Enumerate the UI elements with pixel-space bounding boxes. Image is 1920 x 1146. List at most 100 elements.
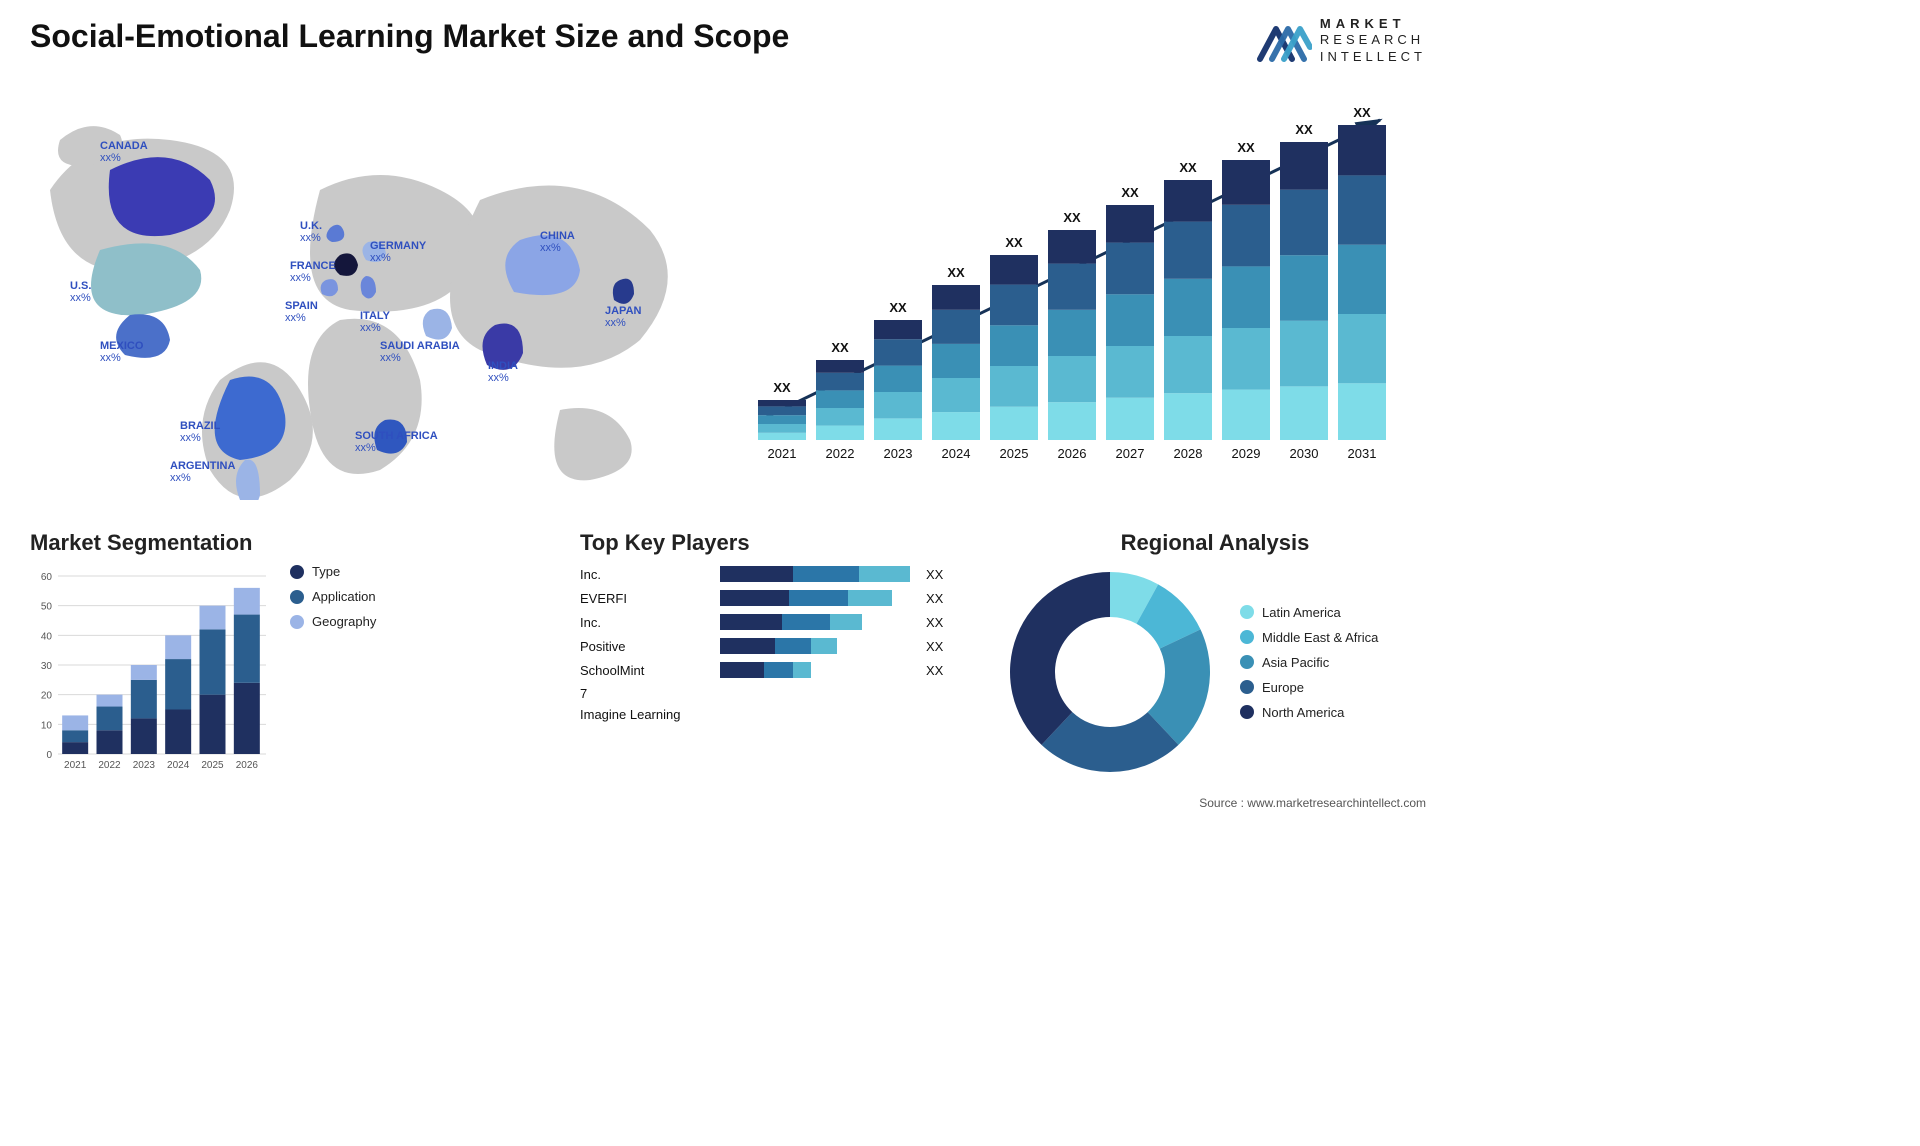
svg-text:2026: 2026 — [236, 760, 259, 771]
seg-legend-item: Geography — [290, 614, 376, 629]
seg-legend-item: Type — [290, 564, 376, 579]
map-label-india: INDIAxx% — [488, 360, 518, 384]
map-label-argentina: ARGENTINAxx% — [170, 460, 235, 484]
svg-text:2022: 2022 — [98, 760, 121, 771]
svg-text:2025: 2025 — [1000, 446, 1029, 461]
svg-text:2029: 2029 — [1232, 446, 1261, 461]
svg-text:20: 20 — [41, 691, 53, 702]
growth-chart-svg: XX 2021 XX 2022 XX 2023 XX 2024 XX 2025 XX 2026 XX 20… — [740, 100, 1400, 470]
region-legend-item: North America — [1240, 705, 1378, 720]
segmentation-chart: 0 10 20 30 40 50 60 2021 2022 2023 2024 2025 2026 — [30, 564, 270, 774]
map-label-canada: CANADAxx% — [100, 140, 148, 164]
key-players-list: Inc.XXEVERFIXXInc.XXPositiveXXSchoolMint… — [580, 566, 980, 722]
svg-text:XX: XX — [773, 380, 791, 395]
map-label-japan: JAPANxx% — [605, 305, 641, 329]
seg-legend-item: Application — [290, 589, 376, 604]
logo-line2: RESEARCH — [1320, 32, 1426, 48]
logo-line1: MARKET — [1320, 16, 1426, 32]
map-label-spain: SPAINxx% — [285, 300, 318, 324]
region-legend-item: Europe — [1240, 680, 1378, 695]
player-row: Positive XX — [580, 638, 980, 654]
svg-text:XX: XX — [831, 340, 849, 355]
player-name: Inc. — [580, 567, 710, 582]
player-row: SchoolMint XX — [580, 662, 980, 678]
region-legend-item: Middle East & Africa — [1240, 630, 1378, 645]
svg-text:2030: 2030 — [1290, 446, 1319, 461]
map-label-italy: ITALYxx% — [360, 310, 390, 334]
map-label-southafrica: SOUTH AFRICAxx% — [355, 430, 438, 454]
svg-text:30: 30 — [41, 661, 53, 672]
player-value: XX — [926, 591, 943, 606]
svg-text:XX: XX — [1295, 122, 1313, 137]
svg-text:XX: XX — [1179, 160, 1197, 175]
svg-text:2024: 2024 — [167, 760, 190, 771]
market-growth-chart: XX 2021 XX 2022 XX 2023 XX 2024 XX 2025 XX 2026 XX 20… — [740, 100, 1400, 470]
svg-text:2027: 2027 — [1116, 446, 1145, 461]
regional-analysis-section: Regional Analysis Latin America Middle Ea… — [1000, 530, 1430, 790]
player-bar — [720, 614, 910, 630]
player-bar — [720, 590, 910, 606]
svg-text:40: 40 — [41, 631, 53, 642]
page-title: Social-Emotional Learning Market Size an… — [30, 18, 789, 55]
svg-text:50: 50 — [41, 602, 53, 613]
svg-text:60: 60 — [41, 572, 53, 583]
player-name: Imagine Learning — [580, 707, 710, 722]
svg-text:2025: 2025 — [201, 760, 224, 771]
player-bar — [720, 638, 910, 654]
brand-logo: MARKET RESEARCH INTELLECT — [1256, 16, 1426, 65]
player-name: Positive — [580, 639, 710, 654]
svg-text:2024: 2024 — [942, 446, 971, 461]
segmentation-legend: Type Application Geography — [290, 564, 376, 639]
svg-text:XX: XX — [889, 300, 907, 315]
svg-text:XX: XX — [1237, 140, 1255, 155]
key-players-title: Top Key Players — [580, 530, 980, 556]
svg-text:XX: XX — [1121, 185, 1139, 200]
player-value: XX — [926, 615, 943, 630]
player-bar — [720, 566, 910, 582]
svg-text:2022: 2022 — [826, 446, 855, 461]
player-value: XX — [926, 663, 943, 678]
svg-text:10: 10 — [41, 720, 53, 731]
svg-text:XX: XX — [1005, 235, 1023, 250]
map-label-china: CHINAxx% — [540, 230, 575, 254]
player-name: EVERFI — [580, 591, 710, 606]
map-label-germany: GERMANYxx% — [370, 240, 426, 264]
svg-text:XX: XX — [1353, 105, 1371, 120]
svg-text:2028: 2028 — [1174, 446, 1203, 461]
svg-text:2026: 2026 — [1058, 446, 1087, 461]
player-name: Inc. — [580, 615, 710, 630]
key-players-section: Top Key Players Inc.XXEVERFIXXInc.XXPosi… — [580, 530, 980, 790]
map-label-brazil: BRAZILxx% — [180, 420, 220, 444]
region-legend-item: Asia Pacific — [1240, 655, 1378, 670]
svg-text:0: 0 — [46, 750, 52, 761]
player-value: XX — [926, 639, 943, 654]
regional-donut — [1000, 562, 1220, 772]
map-label-us: U.S.xx% — [70, 280, 91, 304]
player-row: Inc.XX — [580, 566, 980, 582]
market-segmentation-section: Market Segmentation 0 10 20 30 40 50 60 2021 202… — [30, 530, 470, 790]
svg-text:XX: XX — [947, 265, 965, 280]
svg-text:2023: 2023 — [133, 760, 156, 771]
world-map: CANADAxx% U.S.xx% MEXICOxx% BRAZILxx% ARGENT… — [20, 100, 700, 500]
svg-text:2031: 2031 — [1348, 446, 1377, 461]
regional-legend: Latin America Middle East & Africa Asia Pa… — [1240, 605, 1378, 730]
player-row: EVERFI XX — [580, 590, 980, 606]
player-name: 7 — [580, 686, 710, 701]
map-label-mexico: MEXICOxx% — [100, 340, 143, 364]
region-legend-item: Latin America — [1240, 605, 1378, 620]
svg-text:2023: 2023 — [884, 446, 913, 461]
logo-icon — [1256, 17, 1312, 63]
regional-title: Regional Analysis — [1000, 530, 1430, 556]
player-bar — [720, 662, 910, 678]
map-label-uk: U.K.xx% — [300, 220, 322, 244]
svg-text:XX: XX — [1063, 210, 1081, 225]
player-name: SchoolMint — [580, 663, 710, 678]
map-label-france: FRANCExx% — [290, 260, 336, 284]
map-label-saudiarabia: SAUDI ARABIAxx% — [380, 340, 460, 364]
logo-line3: INTELLECT — [1320, 49, 1426, 65]
svg-text:2021: 2021 — [768, 446, 797, 461]
segmentation-title: Market Segmentation — [30, 530, 470, 556]
player-row: Inc. XX — [580, 614, 980, 630]
svg-text:2021: 2021 — [64, 760, 87, 771]
source-attribution: Source : www.marketresearchintellect.com — [1199, 796, 1426, 810]
